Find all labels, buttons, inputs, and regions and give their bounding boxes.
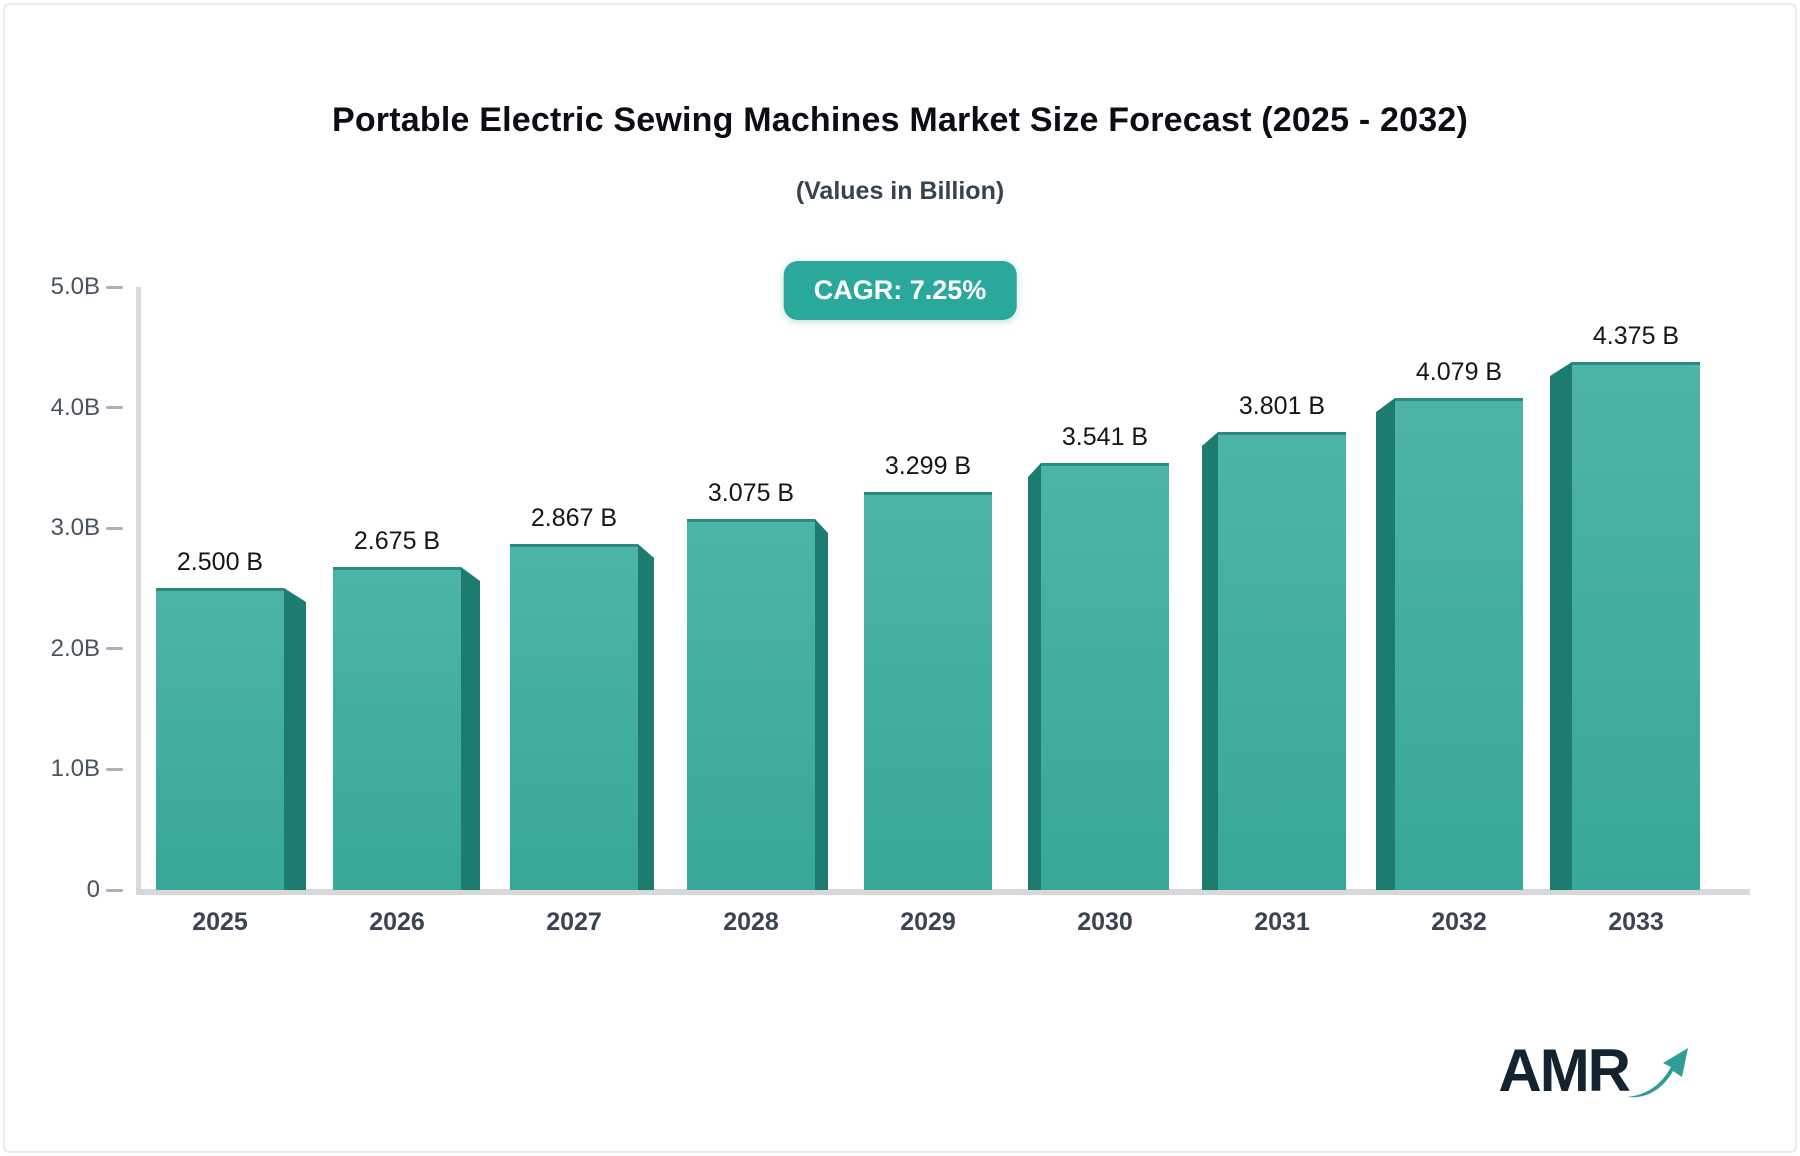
bar-3d-side xyxy=(815,519,828,890)
y-axis-line xyxy=(136,287,141,895)
bar-value-label: 2.867 B xyxy=(530,504,618,532)
chart-card: Portable Electric Sewing Machines Market… xyxy=(3,3,1797,1153)
bar xyxy=(864,492,992,890)
bar-3d-side xyxy=(1550,362,1572,890)
y-axis-label: 0 xyxy=(86,876,100,903)
bar-chart: 5.0B 4.0B 3.0B 2.0B 1.0B 0 2.500 B 2025 2.675 B 2… xyxy=(5,5,1795,1151)
amr-logo-text: AMR xyxy=(1498,1037,1631,1104)
y-axis-label: 5.0B xyxy=(50,273,100,300)
x-axis-label: 2025 xyxy=(192,908,248,936)
bar-3d-side xyxy=(461,567,480,890)
bar-value-label: 4.079 B xyxy=(1415,358,1503,386)
bar-3d-side xyxy=(1202,432,1218,890)
y-axis-label: 4.0B xyxy=(50,393,100,421)
y-axis-label: 1.0B xyxy=(50,755,100,783)
x-axis-baseline xyxy=(136,889,1750,895)
y-axis-tick xyxy=(106,285,123,289)
bar-3d-side xyxy=(1028,463,1041,890)
bar xyxy=(687,519,815,890)
bar-value-label: 3.299 B xyxy=(884,452,972,480)
bar-value-label: 3.541 B xyxy=(1061,423,1149,451)
bar-value-label: 3.075 B xyxy=(707,479,795,507)
x-axis-label: 2032 xyxy=(1431,908,1487,936)
bar xyxy=(1041,463,1169,890)
y-axis-tick xyxy=(106,888,123,892)
x-axis-label: 2027 xyxy=(546,908,602,936)
y-axis-tick xyxy=(106,406,123,410)
bar xyxy=(333,567,461,890)
bar-3d-side xyxy=(1376,398,1395,890)
bar-value-label: 2.675 B xyxy=(353,527,441,555)
x-axis-label: 2026 xyxy=(369,908,425,936)
bar xyxy=(1395,398,1523,890)
bar-3d-side xyxy=(638,544,654,890)
bar-value-label: 2.500 B xyxy=(176,548,264,576)
x-axis-label: 2033 xyxy=(1608,908,1664,936)
x-axis-label: 2028 xyxy=(723,908,779,936)
cagr-badge: CAGR: 7.25% xyxy=(783,261,1017,320)
bar-value-label: 3.801 B xyxy=(1238,392,1326,420)
bar-3d-side xyxy=(284,588,306,890)
bar xyxy=(510,544,638,890)
bar xyxy=(1218,432,1346,890)
x-axis-label: 2029 xyxy=(900,908,956,936)
bar xyxy=(1572,362,1700,890)
x-axis-label: 2030 xyxy=(1077,908,1133,936)
y-axis-tick xyxy=(106,526,123,530)
x-axis-label: 2031 xyxy=(1254,908,1310,936)
upward-trend-arrow-icon xyxy=(1627,1048,1688,1098)
page-title: Portable Electric Sewing Machines Market… xyxy=(331,101,1469,139)
y-axis-label: 2.0B xyxy=(50,634,100,662)
bar xyxy=(156,588,284,890)
y-axis-tick xyxy=(106,767,123,771)
bar-value-label: 4.375 B xyxy=(1592,322,1680,350)
y-axis-label: 3.0B xyxy=(50,514,100,542)
y-axis-tick xyxy=(106,647,123,651)
chart-subtitle: (Values in Billion) xyxy=(795,177,1005,205)
amr-logo: AMR xyxy=(1498,1041,1691,1101)
